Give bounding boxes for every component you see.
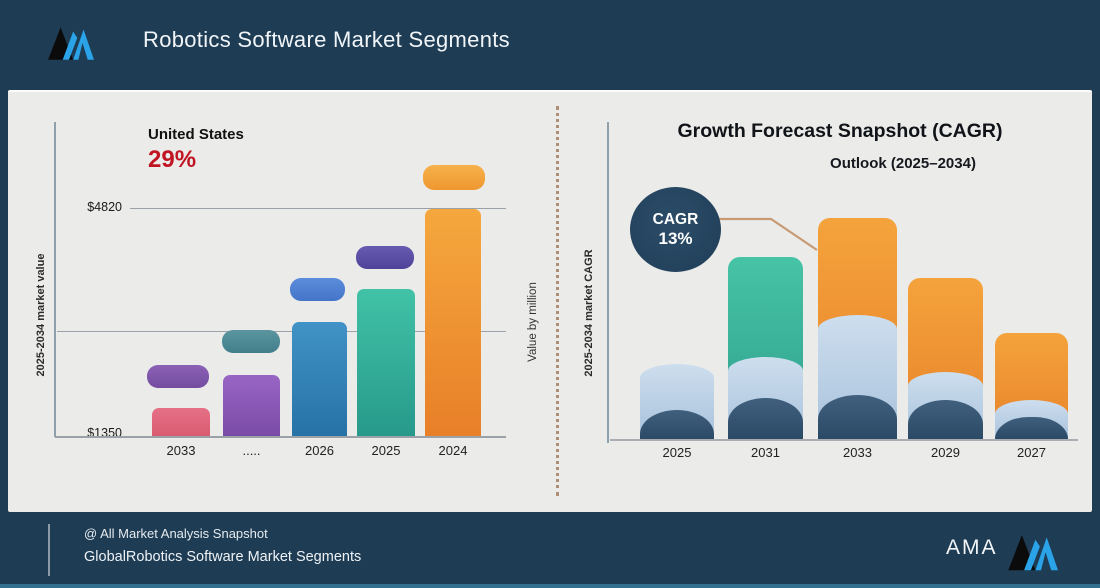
bar-2033 <box>152 408 210 437</box>
bottom-accent-strip <box>0 584 1100 588</box>
segment-navy-2033 <box>818 395 897 439</box>
gridline-upper <box>130 208 506 209</box>
right-x-axis-line <box>610 439 1078 441</box>
highlight-percentage: 29% <box>148 146 197 173</box>
footer-source: GlobalRobotics Software Market Segments <box>84 549 362 565</box>
left-y-axis-label: 2025-2034 market value <box>35 253 47 377</box>
marker-pill-2033 <box>147 365 209 388</box>
gridline-middle <box>57 331 506 332</box>
segment-navy-2031 <box>728 398 803 439</box>
x-label-2031: 2031 <box>751 445 780 460</box>
segment-navy-2029 <box>908 400 983 439</box>
right-chart-subtitle: Outlook (2025–2034) <box>830 155 976 172</box>
bar-2026 <box>292 322 347 437</box>
cagr-badge-value: 13% <box>658 228 693 248</box>
x-label-2025: 2025 <box>662 445 692 460</box>
ama-logo-icon <box>48 27 94 60</box>
x-label-.....: ..... <box>242 443 261 458</box>
marker-pill-2024 <box>423 165 485 190</box>
y-tick-4820: $4820 <box>87 200 122 214</box>
header: Robotics Software Market Segments <box>0 0 1100 90</box>
cagr-badge: CAGR 13% <box>630 187 721 272</box>
x-label-2033: 2033 <box>166 443 196 458</box>
footer-note: @ All Market Analysis Snapshot <box>84 526 268 541</box>
right-chart-title: Growth Forecast Snapshot (CAGR) <box>677 120 1003 142</box>
x-label-2024: 2024 <box>438 443 468 458</box>
x-label-2033: 2033 <box>843 445 872 460</box>
footer: @ All Market Analysis Snapshot GlobalRob… <box>0 512 1100 588</box>
right-y-axis-line <box>607 122 609 443</box>
value-axis-label: Value by million <box>527 282 539 362</box>
marker-pill-..... <box>222 330 280 353</box>
page-title: Robotics Software Market Segments <box>143 27 510 52</box>
marker-pill-2026 <box>290 278 345 301</box>
bar-2024 <box>425 209 481 437</box>
x-label-2027: 2027 <box>1017 445 1046 460</box>
x-label-2026: 2026 <box>305 443 334 458</box>
ama-logo-icon <box>1008 535 1058 571</box>
region-label: United States <box>148 126 244 143</box>
left-y-axis-line <box>54 122 56 437</box>
x-label-2025: 2025 <box>371 443 401 458</box>
footer-brand-text: AMA <box>946 536 998 559</box>
bar-..... <box>223 375 280 437</box>
cagr-badge-label: CAGR <box>652 210 699 228</box>
marker-pill-2025 <box>356 246 414 269</box>
left-x-axis-line <box>55 436 506 438</box>
footer-divider <box>48 524 50 576</box>
x-label-2029: 2029 <box>931 445 960 460</box>
bar-2025 <box>357 289 415 437</box>
panel-divider <box>556 106 559 496</box>
right-y-axis-label: 2025-2034 market CAGR <box>583 249 595 377</box>
segment-navy-2027 <box>995 417 1068 439</box>
